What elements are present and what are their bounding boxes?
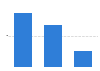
Bar xyxy=(14,13,32,67)
Bar xyxy=(44,25,62,67)
Bar xyxy=(74,51,92,67)
